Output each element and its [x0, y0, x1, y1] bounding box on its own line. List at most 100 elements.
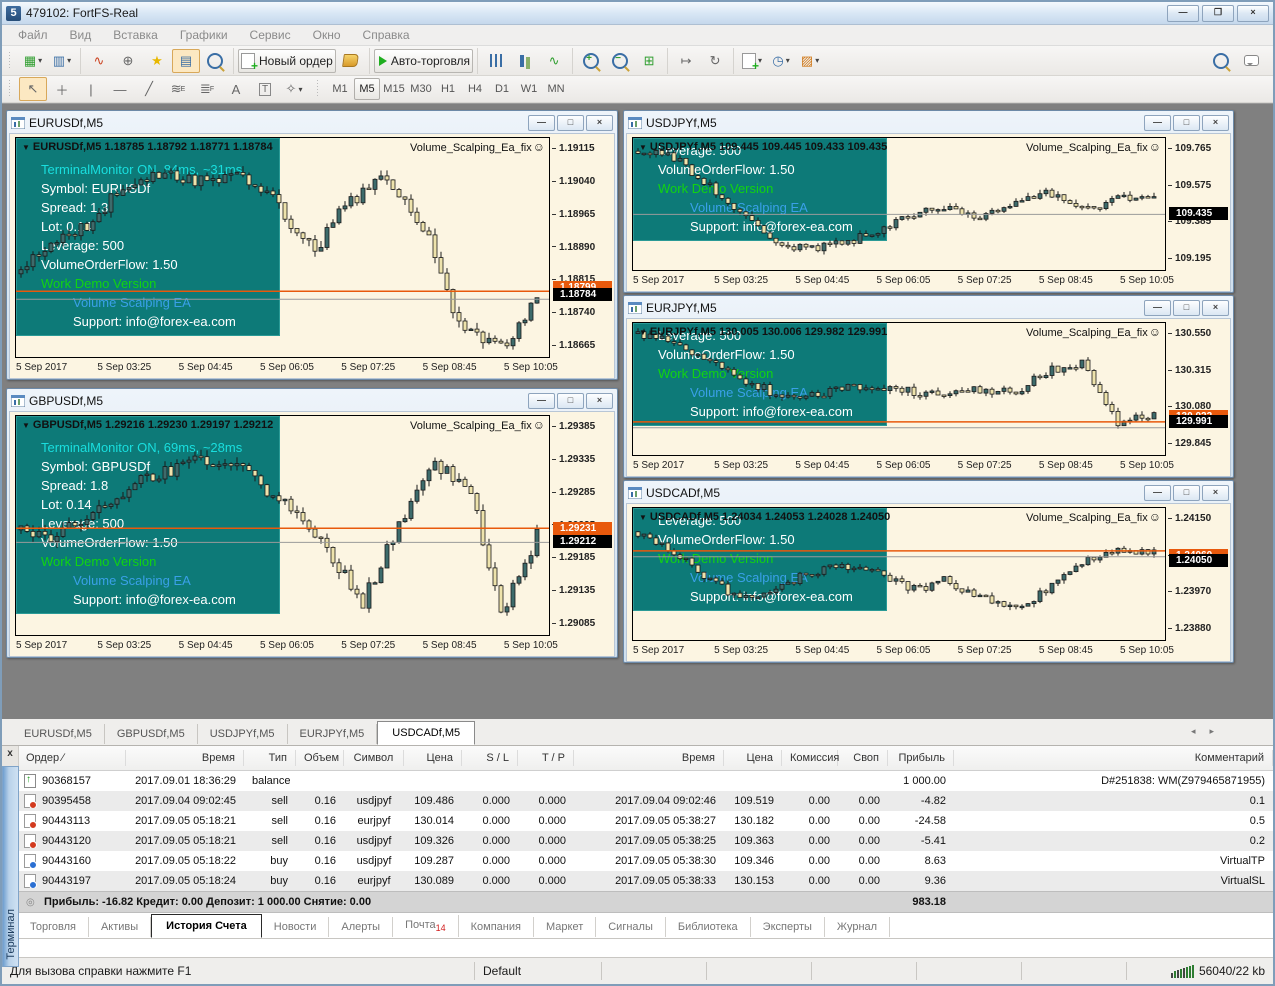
periods-button[interactable]: ◷ ▾ [772, 52, 790, 68]
chart-close-button[interactable]: × [1202, 300, 1229, 316]
chart-minimize-button[interactable]: — [528, 115, 555, 131]
table-row[interactable]: 90443120 2017.09.05 05:18:21 sell 0.16 usd… [18, 831, 1273, 851]
toolbar-grip[interactable] [7, 80, 12, 98]
chart-restore-button[interactable]: □ [557, 115, 584, 131]
profiles-button[interactable]: ▥ ▾ [52, 52, 72, 68]
price-scale[interactable]: 109.765 109.575 109.385 109.195 109.435 [1168, 137, 1230, 271]
menu-help[interactable]: Справка [362, 28, 410, 42]
chart-plot[interactable]: Leverage: 500 VolumeOrderFlow: 1.50 Work… [632, 507, 1166, 641]
history-book-icon[interactable] [337, 49, 365, 73]
column-header[interactable]: Прибыль [888, 750, 954, 766]
chat-icon[interactable] [1237, 49, 1265, 73]
templates-button[interactable]: ▨ ▾ [800, 52, 820, 68]
chart-plot[interactable]: TerminalMonitor ON, 84ms, ~31ms Symbol: … [15, 137, 550, 358]
chart-tab-usdjpyf[interactable]: USDJPYf,M5 [198, 724, 288, 744]
chart-plot[interactable]: Leverage: 500 VolumeOrderFlow: 1.50 Work… [632, 322, 1166, 456]
candlestick-mode-icon[interactable] [511, 49, 539, 73]
terminal-tab-почта[interactable]: Почта14 [393, 914, 459, 937]
chart-window-titlebar[interactable]: GBPUSDf,M5 — □ × [9, 391, 615, 411]
shift-chart-button[interactable]: ↦ [680, 52, 692, 68]
chart-restore-button[interactable]: □ [557, 393, 584, 409]
column-header[interactable]: Комиссия [782, 750, 839, 766]
crosshair-mode-icon[interactable]: ⊕ [122, 52, 134, 68]
cursor-tool-icon[interactable]: ↖ [19, 77, 47, 101]
text-tool-icon[interactable]: A [231, 81, 241, 97]
column-header[interactable]: Время [126, 750, 244, 766]
chart-plot[interactable]: TerminalMonitor ON, 69ms, ~28ms Symbol: … [15, 415, 550, 636]
chart-plot[interactable]: Leverage: 500 VolumeOrderFlow: 1.50 Work… [632, 137, 1166, 271]
menu-window[interactable]: Окно [312, 28, 341, 42]
fibonacci-tool-icon[interactable]: ≣ F [199, 81, 215, 96]
terminal-vertical-tab[interactable]: Терминал [2, 766, 19, 967]
menu-insert[interactable]: Вставка [113, 28, 158, 42]
column-header[interactable]: Комментарий [954, 750, 1273, 766]
price-scale[interactable]: 130.550130.315130.080129.845130.022129.9… [1168, 322, 1230, 456]
terminal-tab-активы[interactable]: Активы [89, 917, 152, 937]
zoom-out-button[interactable]: − [606, 49, 634, 73]
restore-button[interactable]: ❐ [1202, 4, 1234, 22]
collapse-arrow-icon[interactable]: ▼ [22, 143, 30, 152]
auto-trading-button[interactable]: Авто-торговля [373, 48, 474, 73]
table-row[interactable]: 90443197 2017.09.05 05:18:24 buy 0.16 eurj… [18, 871, 1273, 891]
collapse-arrow-icon[interactable]: ▼ [22, 421, 30, 430]
column-header[interactable]: Время [574, 750, 724, 766]
tab-scroll-buttons[interactable]: ◂▸ [1190, 726, 1228, 736]
tile-windows-button[interactable]: ⊞ [643, 52, 655, 68]
favorites-icon[interactable]: ★ [151, 52, 163, 68]
chart-minimize-button[interactable]: — [528, 393, 555, 409]
toolbar-grip[interactable] [315, 80, 320, 98]
toolbar-grip[interactable] [7, 51, 12, 70]
new-order-button[interactable]: Новый ордер [238, 48, 336, 73]
chart-restore-button[interactable]: □ [1173, 485, 1200, 501]
tick-chart-icon[interactable]: ∿ [93, 52, 105, 68]
bar-chart-mode-icon[interactable] [482, 49, 510, 73]
chart-window-usdcad[interactable]: USDCADf,M5 — □ × Leverage: 500 VolumeOrd… [623, 480, 1234, 663]
chart-close-button[interactable]: × [1202, 115, 1229, 131]
menu-charts[interactable]: Графики [179, 28, 228, 42]
price-scale[interactable]: 1.19115 1.19040 1.18965 1.18890 1.18815 1.187… [552, 137, 614, 358]
chart-tab-gbpusdf[interactable]: GBPUSDf,M5 [105, 724, 198, 744]
chart-close-button[interactable]: × [1202, 485, 1229, 501]
terminal-tab-история-счета[interactable]: История Счета [151, 914, 262, 938]
chart-window-titlebar[interactable]: USDJPYf,M5 — □ × [626, 113, 1231, 133]
column-header[interactable]: Ордер ∕ [18, 750, 126, 766]
price-scale[interactable]: 1.293851.293351.292851.292351.291851.291… [552, 415, 614, 636]
arrows-tool-icon[interactable]: ✧ ▾ [285, 81, 303, 96]
column-header[interactable]: Тип [244, 750, 296, 766]
auto-scroll-button[interactable]: ↻ [709, 52, 721, 68]
timeframe-h4[interactable]: H4 [467, 83, 483, 95]
terminal-close-button[interactable]: x [7, 748, 13, 759]
chart-tab-eurjpyf[interactable]: EURJPYf,M5 [288, 724, 378, 744]
terminal-tab-алерты[interactable]: Алерты [329, 917, 394, 937]
column-header[interactable]: Символ [344, 750, 404, 766]
trendline-tool-icon[interactable]: ╱ [145, 81, 153, 96]
chart-tab-usdcadf[interactable]: USDCADf,M5 [377, 721, 476, 745]
chart-close-button[interactable]: × [586, 115, 613, 131]
timeframe-m15[interactable]: M15 [383, 83, 405, 95]
menu-view[interactable]: Вид [69, 28, 92, 42]
terminal-tab-торговля[interactable]: Торговля [18, 917, 89, 937]
chart-tab-eurusdf[interactable]: EURUSDf,M5 [12, 724, 105, 744]
crosshair-tool-icon[interactable]: ＋ [55, 82, 69, 98]
chart-window-titlebar[interactable]: USDCADf,M5 — □ × [626, 483, 1231, 503]
chart-window-eurjpy[interactable]: EURJPYf,M5 — □ × Leverage: 500 VolumeOrd… [623, 295, 1234, 478]
terminal-tab-библиотека[interactable]: Библиотека [666, 917, 751, 937]
equidistant-channel-tool-icon[interactable]: ≋ E [170, 81, 186, 96]
indicators-button[interactable]: ▾ [738, 49, 766, 73]
column-header[interactable]: S / L [462, 750, 518, 766]
column-header[interactable]: Цена [724, 750, 782, 766]
timeframe-w1[interactable]: W1 [520, 83, 538, 95]
chart-close-button[interactable]: × [586, 393, 613, 409]
collapse-arrow-icon[interactable]: ▼ [639, 513, 647, 522]
chart-window-usdjpy[interactable]: USDJPYf,M5 — □ × Leverage: 500 VolumeOrd… [623, 110, 1234, 293]
table-row[interactable]: 90395458 2017.09.04 09:02:45 sell 0.16 usd… [18, 791, 1273, 811]
chart-window-eurusd[interactable]: EURUSDf,M5 — □ × TerminalMonitor ON, 84m… [6, 110, 618, 380]
chart-restore-button[interactable]: □ [1173, 115, 1200, 131]
chart-minimize-button[interactable]: — [1144, 300, 1171, 316]
search-icon[interactable] [1207, 49, 1235, 73]
column-header[interactable]: T / P [518, 750, 574, 766]
line-chart-mode-icon[interactable]: ∿ [548, 52, 560, 68]
terminal-tab-сигналы[interactable]: Сигналы [596, 917, 666, 937]
data-window-button[interactable] [201, 49, 229, 73]
chart-minimize-button[interactable]: — [1144, 485, 1171, 501]
